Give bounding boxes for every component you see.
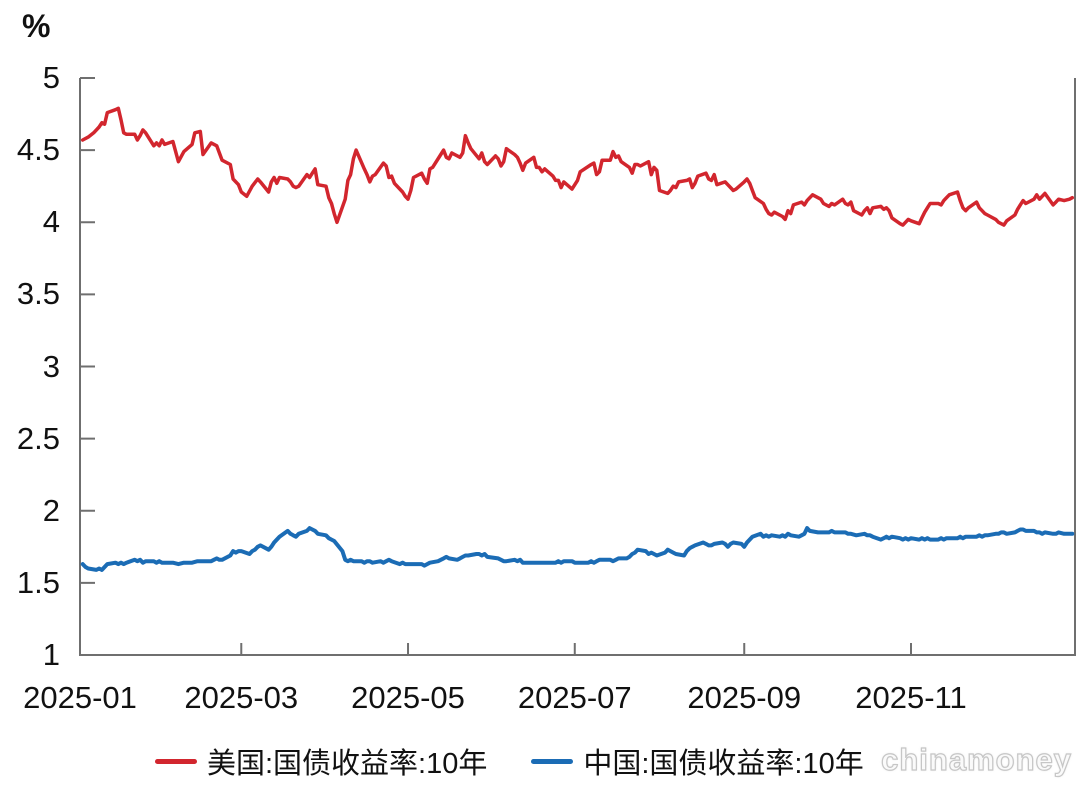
legend-item-cn: 中国:国债收益率:10年 (531, 740, 864, 782)
x-tick-label: 2025-09 (687, 680, 802, 715)
x-tick-label: 2025-03 (184, 680, 299, 715)
us-series-line-swatch (155, 758, 197, 764)
y-axis-unit-label: % (22, 8, 51, 44)
y-tick-label: 4 (42, 204, 60, 240)
y-tick-label: 1 (42, 637, 60, 672)
x-tick-label: 2025-07 (517, 680, 632, 715)
y-tick-label: 1.5 (16, 564, 60, 600)
legend: 美国:国债收益率:10年 中国:国债收益率:10年 (155, 740, 864, 782)
x-tick-label: 2025-05 (351, 680, 465, 715)
y-tick-label: 3 (42, 348, 60, 384)
cn-10y-yield-line (80, 526, 1075, 572)
y-tick-label: 5 (42, 60, 60, 95)
y-tick-label: 2 (42, 492, 60, 528)
us-10y-yield-line (80, 106, 1075, 227)
legend-item-us: 美国:国债收益率:10年 (155, 740, 487, 782)
x-tick-label: 2025-01 (23, 680, 137, 715)
cn-series-line-swatch (531, 758, 574, 764)
y-tick-label: 3.5 (16, 276, 60, 312)
legend-label-cn: 中国:国债收益率:10年 (583, 748, 864, 780)
x-tick-label: 2025-11 (855, 680, 967, 715)
legend-label-us: 美国:国债收益率:10年 (207, 748, 488, 780)
y-tick-label: 2.5 (16, 420, 60, 456)
y-tick-label: 4.5 (16, 132, 60, 168)
